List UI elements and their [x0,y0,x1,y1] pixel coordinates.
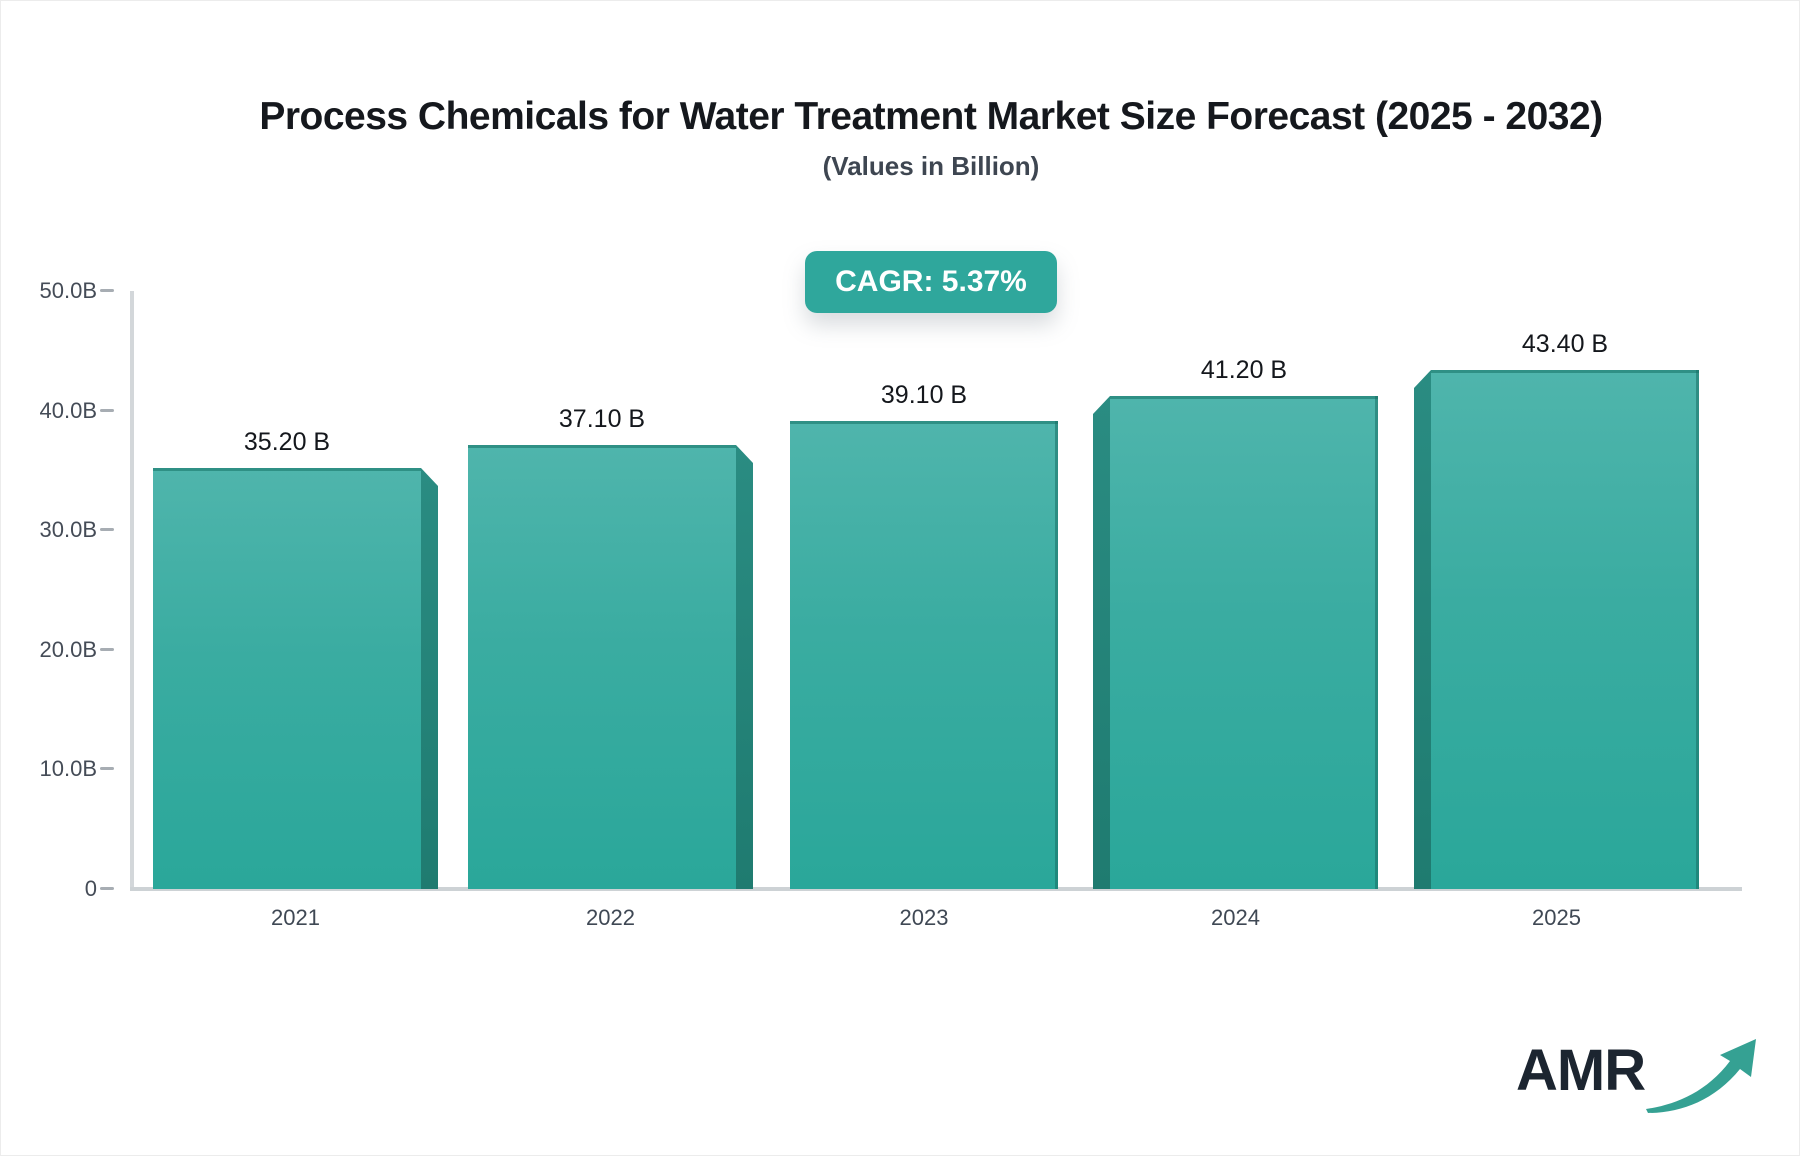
amr-logo: AMR [1516,1029,1766,1119]
bar-2021 [153,468,438,889]
x-axis-label: 2021 [271,905,320,930]
bar-2022 [468,445,753,889]
x-axis-label: 2022 [586,905,635,930]
x-axis-line [130,887,1742,891]
bar-2025 [1414,370,1699,889]
y-axis-label: 0 [84,876,97,901]
y-axis-tick [100,289,114,292]
y-axis-label: 40.0B [39,398,98,423]
x-axis-label: 2024 [1211,905,1260,930]
y-axis-line [130,291,134,889]
y-axis-label: 50.0B [39,278,98,303]
bar-face [1110,396,1378,889]
bar-side-panel [736,445,753,889]
y-axis-tick [100,409,114,412]
x-axis-label: 2023 [899,905,949,930]
y-axis-tick [100,648,114,651]
bar-side-panel [1414,370,1431,889]
bar-value-label: 37.10 B [558,405,646,433]
chart-title: Process Chemicals for Water Treatment Ma… [259,95,1603,138]
y-axis-tick [100,767,114,770]
y-axis-label: 10.0B [39,756,98,781]
bar-face [153,468,421,889]
y-axis-label: 30.0B [39,517,98,542]
bar-face [468,445,736,889]
chart-subtitle: (Values in Billion) [822,151,1040,181]
bar-value-label: 43.40 B [1521,330,1609,358]
y-axis-tick [100,528,114,531]
cagr-badge-container: CAGR: 5.37% [131,251,1731,313]
cagr-badge: CAGR: 5.37% [805,251,1057,313]
bar-2024 [1093,396,1378,889]
bar-face [1431,370,1699,889]
growth-arrow-icon [1646,1039,1756,1113]
bar-face [790,421,1058,889]
bar-side-panel [1093,396,1110,889]
bar-value-label: 39.10 B [880,381,968,409]
logo-text: AMR [1516,1038,1646,1103]
y-axis-label: 20.0B [39,637,98,662]
bar-2023 [790,421,1058,889]
x-axis-label: 2025 [1532,905,1581,930]
bar-value-label: 35.20 B [243,428,331,456]
y-axis-tick [100,887,114,890]
bar-value-label: 41.20 B [1200,356,1288,384]
bar-side-panel [421,468,438,889]
